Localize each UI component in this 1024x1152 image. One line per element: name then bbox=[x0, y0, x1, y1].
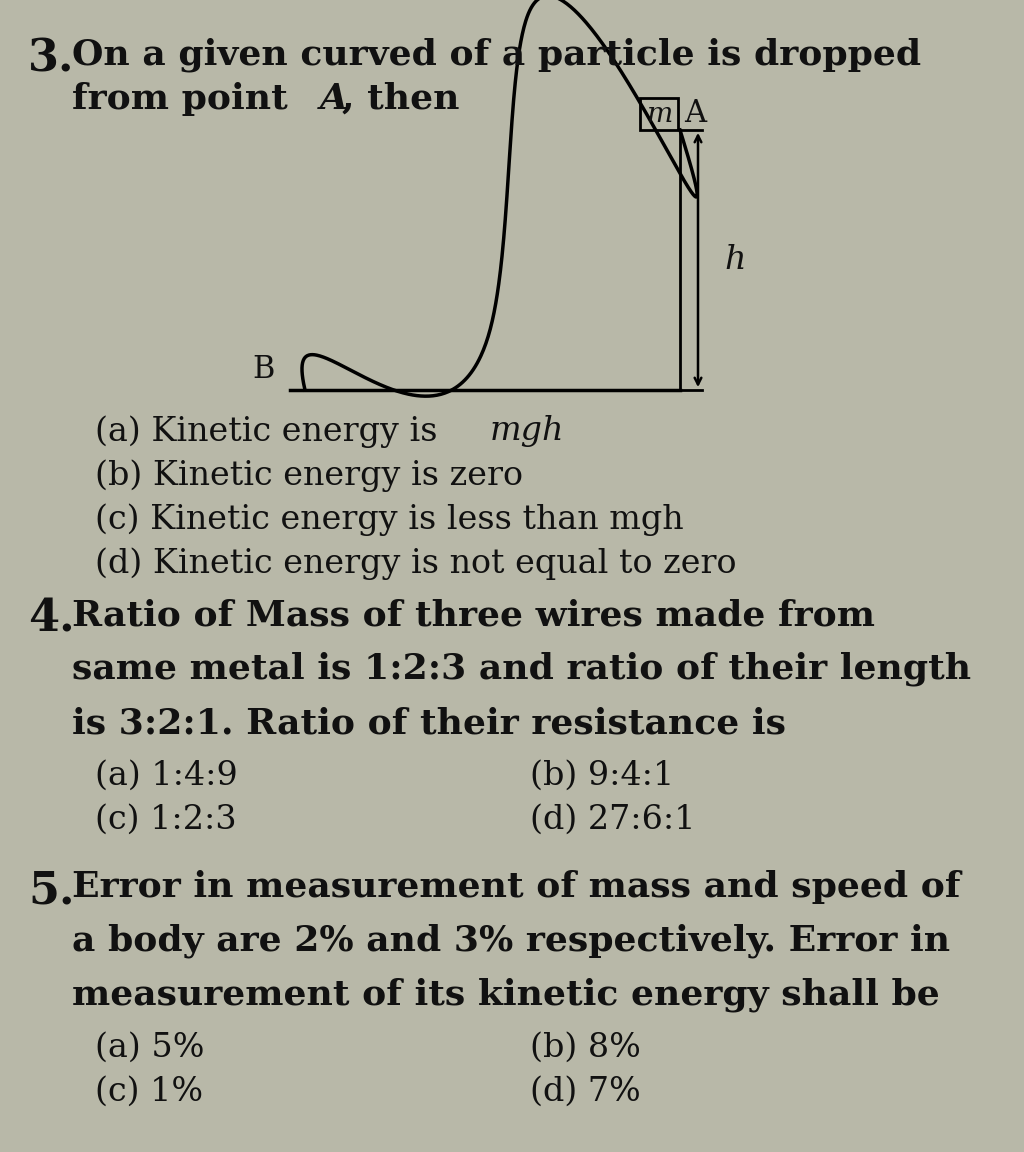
Text: (a) 1:4:9: (a) 1:4:9 bbox=[95, 760, 238, 793]
Text: A: A bbox=[319, 82, 348, 116]
Text: 4.: 4. bbox=[28, 598, 75, 641]
Text: from point: from point bbox=[72, 82, 300, 116]
Text: On a given curved of a particle is dropped: On a given curved of a particle is dropp… bbox=[72, 38, 922, 73]
Text: (b) 9:4:1: (b) 9:4:1 bbox=[530, 760, 674, 793]
Text: (c) Kinetic energy is less than mgh: (c) Kinetic energy is less than mgh bbox=[95, 503, 684, 536]
Text: is 3:2:1. Ratio of their resistance is: is 3:2:1. Ratio of their resistance is bbox=[72, 706, 786, 740]
Text: mgh: mgh bbox=[490, 415, 564, 447]
Text: B: B bbox=[252, 354, 274, 385]
Bar bbox=[640, 98, 678, 130]
Text: a body are 2% and 3% respectively. Error in: a body are 2% and 3% respectively. Error… bbox=[72, 924, 950, 958]
Text: (c) 1:2:3: (c) 1:2:3 bbox=[95, 804, 237, 836]
Text: same metal is 1:2:3 and ratio of their length: same metal is 1:2:3 and ratio of their l… bbox=[72, 652, 971, 687]
Text: , then: , then bbox=[342, 82, 460, 116]
Text: (a) Kinetic energy is: (a) Kinetic energy is bbox=[95, 415, 449, 448]
Text: (d) Kinetic energy is not equal to zero: (d) Kinetic energy is not equal to zero bbox=[95, 547, 736, 579]
Text: (a) 5%: (a) 5% bbox=[95, 1032, 205, 1064]
Text: (b) 8%: (b) 8% bbox=[530, 1032, 641, 1064]
Text: measurement of its kinetic energy shall be: measurement of its kinetic energy shall … bbox=[72, 978, 940, 1013]
Text: (b) Kinetic energy is zero: (b) Kinetic energy is zero bbox=[95, 458, 523, 492]
Text: Error in measurement of mass and speed of: Error in measurement of mass and speed o… bbox=[72, 870, 961, 904]
Text: (d) 7%: (d) 7% bbox=[530, 1076, 641, 1108]
Text: 3.: 3. bbox=[28, 38, 75, 81]
Text: h: h bbox=[724, 244, 745, 276]
Text: (d) 27:6:1: (d) 27:6:1 bbox=[530, 804, 695, 836]
Text: A: A bbox=[684, 99, 707, 129]
Text: Ratio of Mass of three wires made from: Ratio of Mass of three wires made from bbox=[72, 598, 874, 632]
Text: m: m bbox=[646, 100, 672, 128]
Text: (c) 1%: (c) 1% bbox=[95, 1076, 203, 1108]
Text: 5.: 5. bbox=[28, 870, 75, 914]
